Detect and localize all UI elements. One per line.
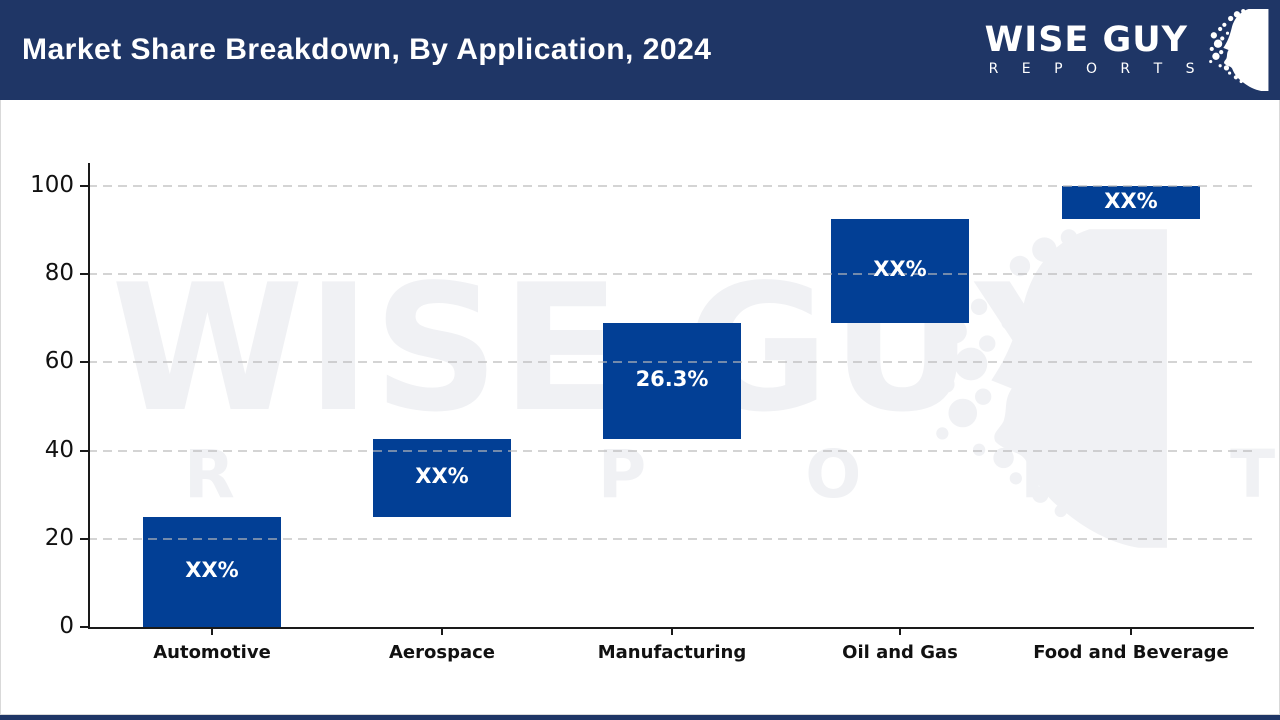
y-tick-20 <box>80 537 88 540</box>
gridline-y60 <box>88 361 1254 364</box>
x-tick-oil-and-gas <box>899 627 901 635</box>
bar-label-oil-and-gas: XX% <box>873 257 927 282</box>
x-tick-label-food-and-beverage: Food and Beverage <box>1033 642 1229 663</box>
bar-label-food-and-beverage: XX% <box>1104 188 1158 213</box>
y-tick-60 <box>80 361 88 364</box>
y-tick-label-0: 0 <box>59 613 74 639</box>
y-tick-label-80: 80 <box>44 260 74 287</box>
x-tick-label-manufacturing: Manufacturing <box>597 642 747 663</box>
gridline-y20 <box>88 537 1254 540</box>
header-bar: Market Share Breakdown, By Application, … <box>0 0 1280 100</box>
x-tick-label-oil-and-gas: Oil and Gas <box>842 642 958 663</box>
page-title: Market Share Breakdown, By Application, … <box>22 33 712 66</box>
footer-bar <box>0 715 1280 720</box>
y-tick-label-60: 60 <box>44 348 74 375</box>
x-tick-automotive <box>211 627 213 635</box>
chart-canvas: WISE GUY R E P O R T S 020406080100XX%XX… <box>0 100 1280 715</box>
y-tick-label-20: 20 <box>44 524 74 551</box>
x-tick-label-aerospace: Aerospace <box>388 642 495 663</box>
x-tick-aerospace <box>441 627 443 635</box>
bar-label-aerospace: XX% <box>415 464 469 489</box>
brand-wordmark: WISE GUY <box>984 20 1189 60</box>
bar-manufacturing <box>603 323 741 440</box>
y-tick-label-40: 40 <box>44 436 74 463</box>
brand-face-icon <box>1209 9 1269 91</box>
y-tick-100 <box>80 185 88 187</box>
brand-logo: WISE GUY R E P O R T S <box>985 8 1270 92</box>
x-tick-food-and-beverage <box>1130 627 1132 635</box>
y-tick-label-100: 100 <box>30 172 74 198</box>
x-axis-line <box>88 627 1254 629</box>
brand-subtitle: R E P O R T S <box>988 61 1204 77</box>
x-tick-manufacturing <box>671 627 673 635</box>
brand-logo-text: WISE GUY R E P O R T S <box>984 20 1204 78</box>
bar-automotive <box>143 517 281 627</box>
bar-label-automotive: XX% <box>185 558 239 583</box>
bar-aerospace <box>373 439 511 518</box>
waterfall-chart: 0 20 40 60 80 100 XX% XX% 26.3% XX% XX% Automotive A… <box>1 100 1279 714</box>
bar-oil-and-gas <box>831 219 969 324</box>
x-tick-label-automotive: Automotive <box>153 642 271 663</box>
y-tick-80 <box>80 273 88 276</box>
gridline-y80 <box>88 273 1254 276</box>
gridline-y40 <box>88 449 1254 452</box>
y-tick-0 <box>80 626 88 628</box>
y-tick-40 <box>80 449 88 452</box>
bar-label-manufacturing: 26.3% <box>635 367 709 392</box>
y-axis-line <box>88 163 90 629</box>
gridline-y100 <box>88 185 1254 187</box>
bar-food-and-beverage <box>1062 186 1200 220</box>
